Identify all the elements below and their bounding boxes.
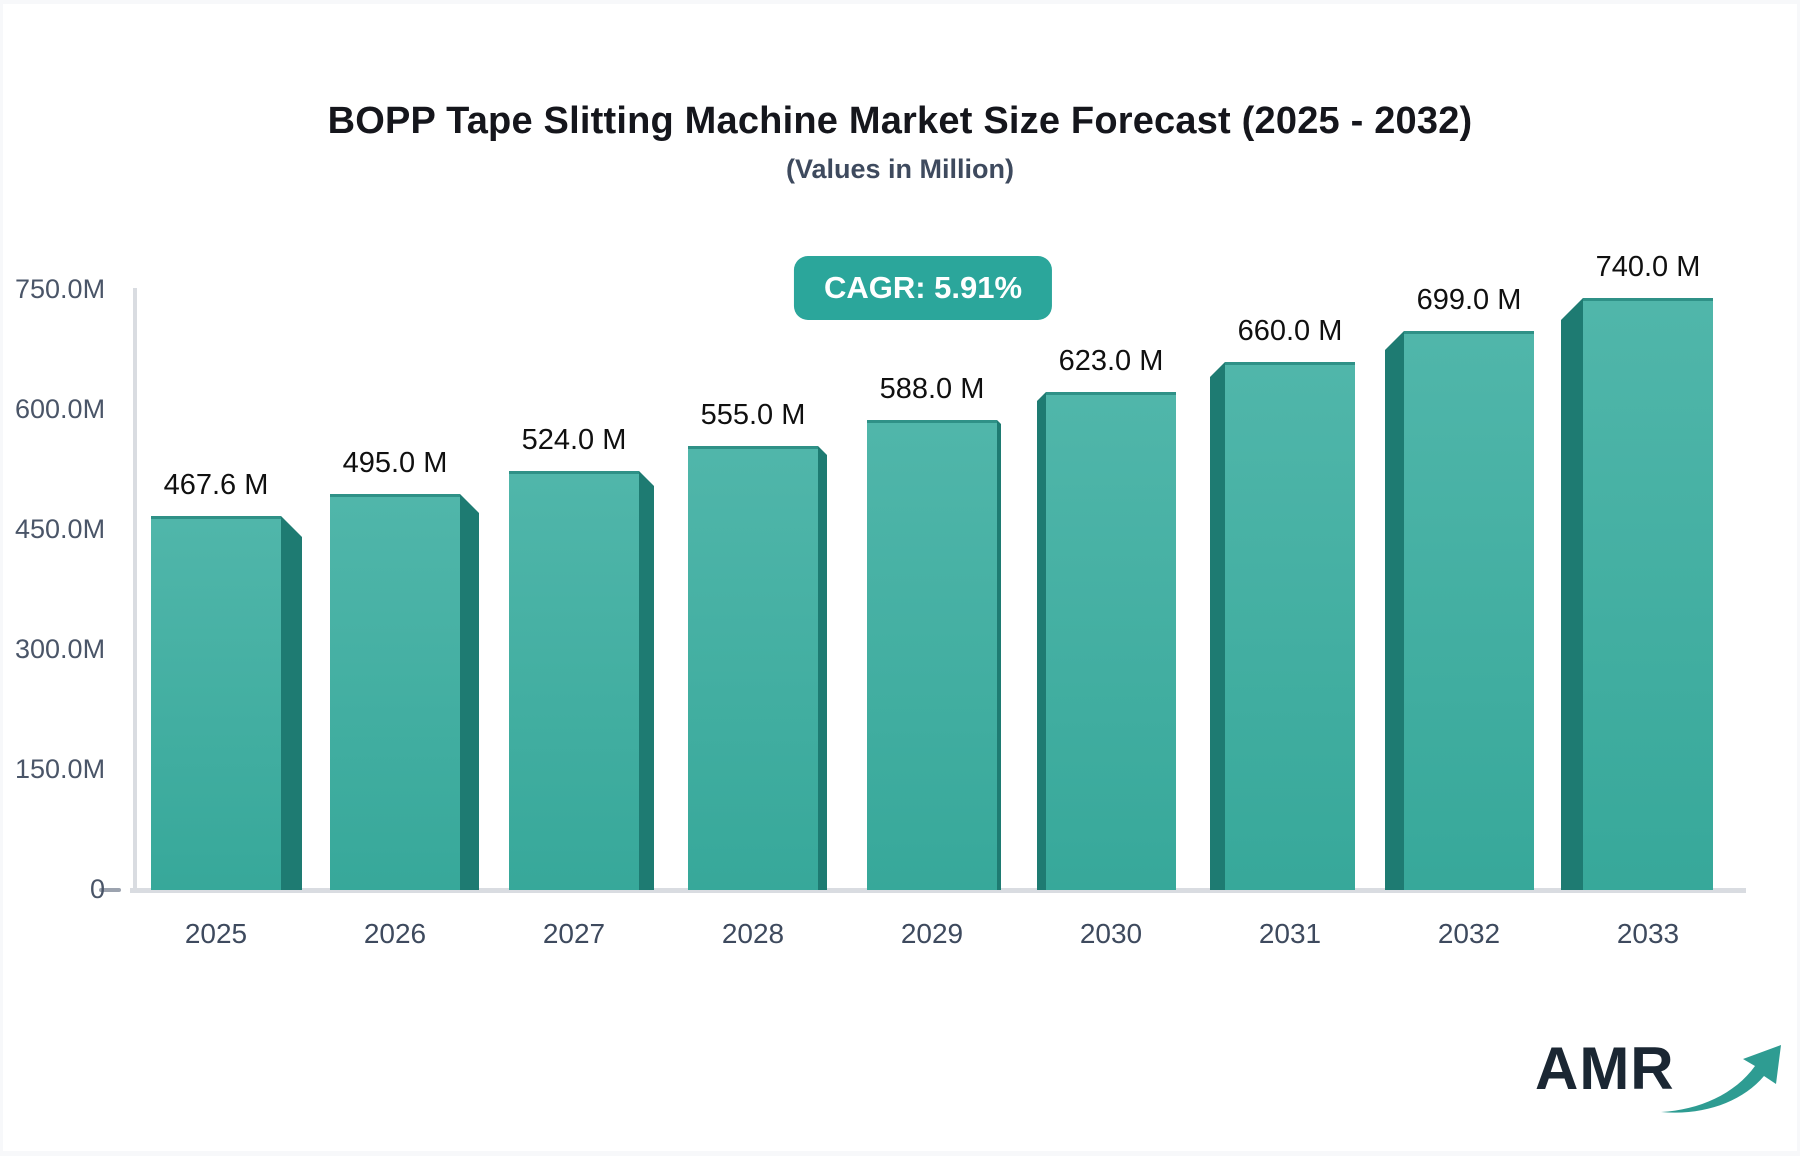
bar-value-label-2029: 588.0 M (879, 373, 985, 405)
bar-2032-3d-side (1385, 331, 1404, 890)
bar-value-label-2026: 495.0 M (342, 447, 448, 479)
amr-logo: AMR (1535, 1034, 1781, 1118)
bar-2029 (867, 420, 997, 890)
bar-2033 (1583, 298, 1713, 890)
chart-title: BOPP Tape Slitting Machine Market Size F… (327, 100, 1473, 142)
bar-2030-3d-side (1037, 392, 1046, 890)
amr-logo-arrow-icon (1661, 1045, 1781, 1113)
bar-value-label-2033: 740.0 M (1595, 251, 1701, 283)
bar-2029-3d-side (997, 420, 1001, 890)
bar-value-label-2025: 467.6 M (163, 469, 269, 501)
bar-2025 (151, 516, 281, 890)
y-axis-tick-label: 600.0M (15, 394, 106, 424)
bar-2031-3d-side (1210, 362, 1225, 890)
bar-2026-3d-side (460, 494, 479, 890)
x-axis-label-2030: 2030 (1079, 918, 1143, 949)
x-axis-baseline (130, 888, 1746, 893)
bar-value-label-2032: 699.0 M (1416, 284, 1522, 316)
bar-2025-3d-side (281, 516, 302, 890)
bar-value-label-2031: 660.0 M (1237, 315, 1343, 347)
y-axis-tick-label: 0 (89, 874, 105, 904)
chart-card: BOPP Tape Slitting Machine Market Size F… (3, 4, 1797, 1151)
bar-2030 (1046, 392, 1176, 890)
x-axis-label-2029: 2029 (900, 918, 964, 949)
x-axis-label-2032: 2032 (1437, 918, 1501, 949)
bar-2027 (509, 471, 639, 890)
x-axis-label-2025: 2025 (184, 918, 248, 949)
amr-logo-text: AMR (1535, 1035, 1675, 1102)
zero-tick-mark (99, 888, 121, 892)
bar-2026 (330, 494, 460, 890)
bar-value-label-2030: 623.0 M (1058, 345, 1164, 377)
x-axis-label-2027: 2027 (542, 918, 606, 949)
bar-2028-3d-side (818, 446, 827, 890)
bar-2027-3d-side (639, 471, 654, 890)
bar-2033-3d-side (1561, 298, 1583, 890)
y-axis-tick-label: 450.0M (15, 514, 106, 544)
y-axis-tick-label: 750.0M (15, 274, 106, 304)
y-axis-tick-label: 150.0M (15, 754, 106, 784)
bar-2028 (688, 446, 818, 890)
bar-value-label-2027: 524.0 M (521, 424, 627, 456)
bar-value-label-2028: 555.0 M (700, 399, 806, 431)
chart-subtitle: (Values in Million) (785, 154, 1015, 184)
x-axis-label-2033: 2033 (1616, 918, 1680, 949)
x-axis-label-2028: 2028 (721, 918, 785, 949)
bar-2031 (1225, 362, 1355, 890)
y-axis-tick-label: 300.0M (15, 634, 106, 664)
cagr-badge: CAGR: 5.91% (793, 256, 1053, 320)
y-axis-line (133, 288, 137, 890)
x-axis-label-2026: 2026 (363, 918, 427, 949)
bar-2032 (1404, 331, 1534, 890)
bar-chart-plot-area: 750.0M 600.0M 450.0M 300.0M 150.0M 0 467.6 M 20… (3, 4, 1797, 1151)
x-axis-label-2031: 2031 (1258, 918, 1322, 949)
